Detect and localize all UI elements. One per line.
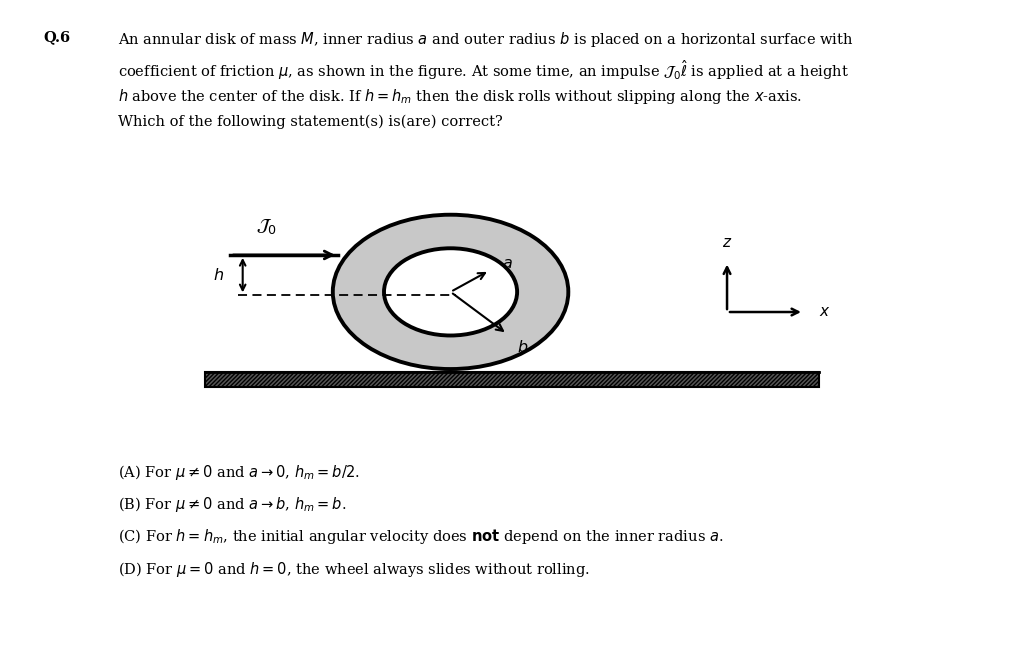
Text: Which of the following statement(s) is(are) correct?: Which of the following statement(s) is(a… — [118, 115, 503, 129]
Text: $z$: $z$ — [722, 236, 732, 250]
Text: $\mathcal{J}_0$: $\mathcal{J}_0$ — [256, 217, 276, 236]
Text: $x$: $x$ — [819, 305, 830, 319]
Text: (D) For $\mu = 0$ and $h = 0$, the wheel always slides without rolling.: (D) For $\mu = 0$ and $h = 0$, the wheel… — [118, 560, 590, 578]
Text: $a$: $a$ — [502, 255, 513, 272]
Text: An annular disk of mass $M$, inner radius $a$ and outer radius $b$ is placed on : An annular disk of mass $M$, inner radiu… — [118, 30, 853, 49]
Text: coefficient of friction $\mu$, as shown in the figure. At some time, an impulse : coefficient of friction $\mu$, as shown … — [118, 58, 849, 83]
Text: $b$: $b$ — [517, 340, 528, 356]
Text: Q.6: Q.6 — [43, 30, 70, 44]
Text: (C) For $h = h_m$, the initial angular velocity does $\mathbf{not}$ depend on th: (C) For $h = h_m$, the initial angular v… — [118, 527, 723, 546]
Circle shape — [333, 215, 568, 369]
Text: (A) For $\mu \neq 0$ and $a \rightarrow 0$, $h_m = b/2$.: (A) For $\mu \neq 0$ and $a \rightarrow … — [118, 463, 359, 482]
Circle shape — [384, 248, 517, 336]
Text: $h$ above the center of the disk. If $h = h_m$ then the disk rolls without slipp: $h$ above the center of the disk. If $h … — [118, 87, 802, 105]
Bar — [205, 372, 819, 387]
Text: $h$: $h$ — [213, 266, 224, 284]
Text: (B) For $\mu \neq 0$ and $a \rightarrow b$, $h_m = b$.: (B) For $\mu \neq 0$ and $a \rightarrow … — [118, 495, 346, 514]
